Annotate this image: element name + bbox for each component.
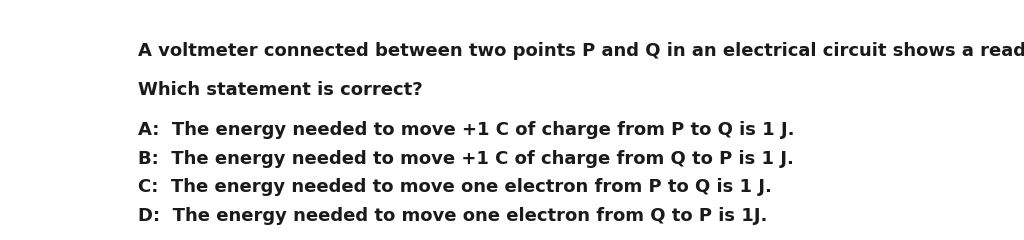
Text: A voltmeter connected between two points P and Q in an electrical circuit shows : A voltmeter connected between two points… — [138, 42, 1024, 60]
Text: A:  The energy needed to move +1 C of charge from P to Q is 1 J.: A: The energy needed to move +1 C of cha… — [138, 121, 795, 139]
Text: D:  The energy needed to move one electron from Q to P is 1J.: D: The energy needed to move one electro… — [138, 207, 768, 225]
Text: B:  The energy needed to move +1 C of charge from Q to P is 1 J.: B: The energy needed to move +1 C of cha… — [138, 150, 795, 168]
Text: Which statement is correct?: Which statement is correct? — [138, 81, 423, 99]
Text: C:  The energy needed to move one electron from P to Q is 1 J.: C: The energy needed to move one electro… — [138, 179, 772, 197]
